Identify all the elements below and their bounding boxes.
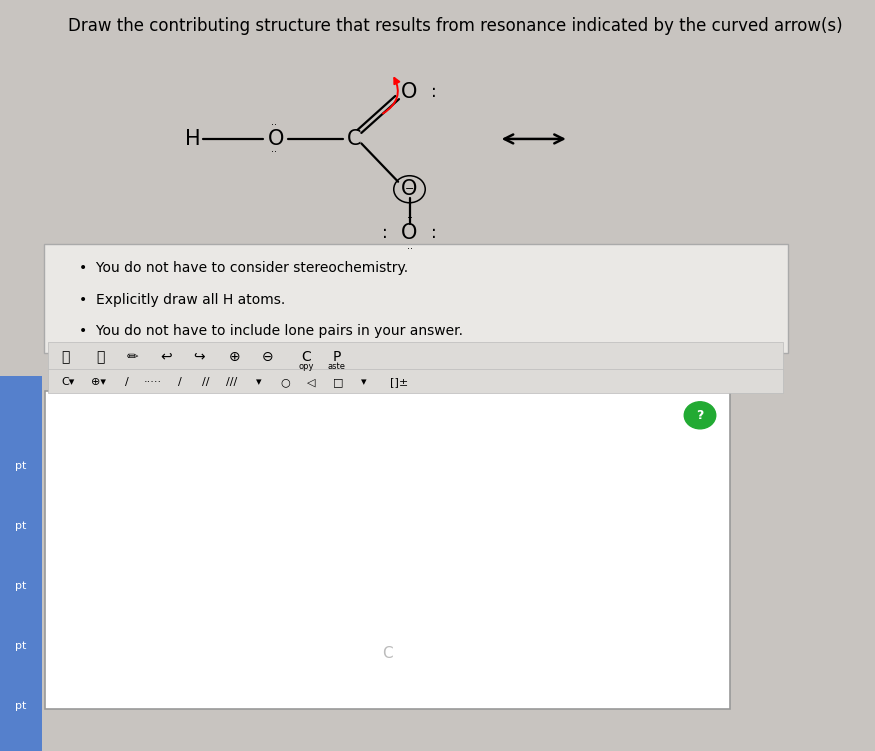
Text: []±: []±	[390, 377, 408, 388]
Text: ◁: ◁	[307, 377, 316, 388]
Text: C▾: C▾	[61, 377, 75, 388]
FancyBboxPatch shape	[44, 244, 788, 353]
Text: pt: pt	[16, 460, 27, 471]
Text: pt: pt	[16, 581, 27, 591]
FancyArrowPatch shape	[383, 78, 399, 113]
Text: ··: ··	[407, 213, 412, 223]
Text: C: C	[301, 350, 312, 363]
Text: //: //	[202, 377, 209, 388]
Text: •  Explicitly draw all H atoms.: • Explicitly draw all H atoms.	[79, 293, 285, 307]
Text: P: P	[332, 350, 341, 363]
Text: O: O	[268, 129, 284, 149]
Text: pt: pt	[16, 520, 27, 531]
Text: /: /	[178, 377, 181, 388]
Text: :: :	[382, 224, 388, 242]
Text: ?: ?	[696, 409, 704, 422]
Text: O: O	[402, 179, 417, 199]
Text: O: O	[402, 223, 417, 243]
Text: :: :	[431, 224, 437, 242]
Text: •  You do not have to include lone pairs in your answer.: • You do not have to include lone pairs …	[79, 324, 463, 339]
Text: •  You do not have to consider stereochemistry.: • You do not have to consider stereochem…	[79, 261, 408, 276]
Text: ↪: ↪	[193, 350, 206, 363]
Text: :: :	[431, 83, 437, 101]
Text: ··: ··	[271, 120, 276, 131]
Text: ⊕: ⊕	[228, 350, 241, 363]
Text: 🧪: 🧪	[96, 350, 105, 363]
FancyBboxPatch shape	[45, 391, 730, 709]
Text: ··: ··	[271, 147, 276, 158]
Text: ▾: ▾	[361, 377, 367, 388]
Text: ⊖: ⊖	[262, 350, 274, 363]
Text: ··: ··	[407, 244, 412, 255]
Text: −: −	[405, 184, 414, 195]
Text: C: C	[382, 646, 393, 661]
Text: /: /	[125, 377, 129, 388]
Text: ⊕▾: ⊕▾	[91, 377, 107, 388]
Text: ✏️: ✏️	[127, 350, 139, 363]
Text: C: C	[347, 129, 361, 149]
Text: Draw the contributing structure that results from resonance indicated by the cur: Draw the contributing structure that res…	[67, 17, 843, 35]
Text: O: O	[402, 82, 417, 101]
Text: ·····: ·····	[144, 377, 162, 388]
Bar	[48, 342, 783, 370]
Circle shape	[684, 402, 716, 429]
Text: ○: ○	[280, 377, 290, 388]
Text: opy: opy	[298, 362, 314, 371]
Text: ▾: ▾	[256, 377, 262, 388]
Text: H: H	[185, 129, 200, 149]
Text: ↩: ↩	[160, 350, 172, 363]
Bar	[0, 376, 42, 751]
Text: pt: pt	[16, 641, 27, 651]
Bar	[48, 369, 783, 393]
Text: aste: aste	[328, 362, 346, 371]
Text: □: □	[332, 377, 343, 388]
Text: ✋: ✋	[61, 350, 70, 363]
Text: pt: pt	[16, 701, 27, 711]
Text: ///: ///	[227, 377, 237, 388]
